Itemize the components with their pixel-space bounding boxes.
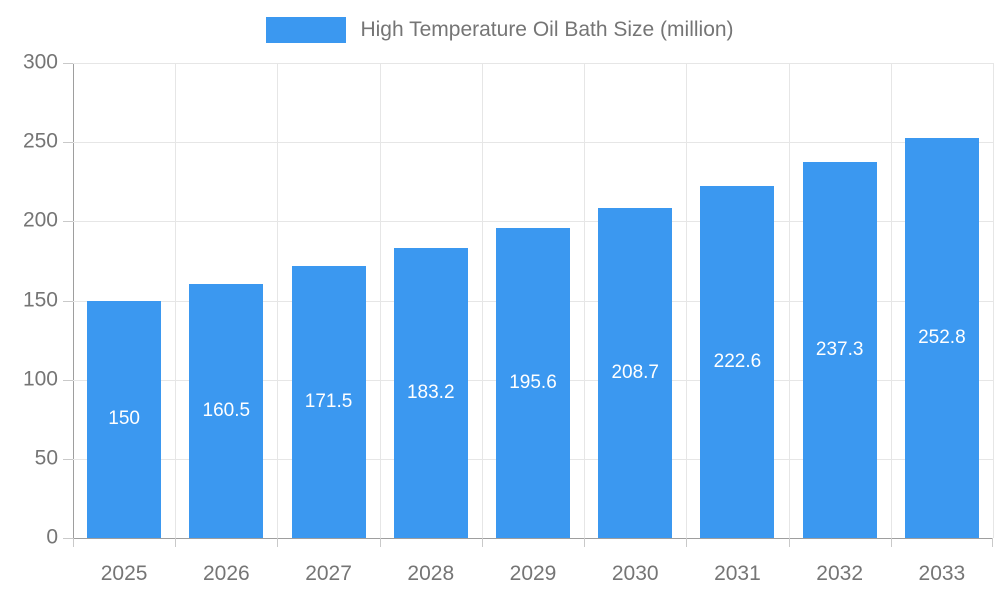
y-axis-tick-label: 300 — [22, 50, 58, 74]
bar-value-label: 237.3 — [815, 339, 864, 361]
x-axis-tick — [992, 538, 993, 547]
gridline-v — [379, 63, 381, 538]
x-axis-tick — [379, 538, 381, 547]
bar: 183.2 — [393, 247, 468, 538]
x-axis-tick-label: 2028 — [407, 562, 455, 585]
bar: 208.7 — [598, 207, 673, 538]
y-axis-tick — [63, 300, 73, 302]
x-axis-tick — [277, 538, 279, 547]
x-axis-tick — [73, 538, 74, 547]
gridline-v — [788, 63, 790, 538]
y-axis-tick-label: 50 — [34, 446, 58, 470]
y-axis-tick — [63, 142, 73, 144]
gridline-v — [890, 63, 892, 538]
y-axis-tick-label: 200 — [22, 208, 58, 232]
bar-value-label: 208.7 — [611, 361, 659, 383]
x-axis-line — [73, 538, 993, 539]
gridline-h — [73, 63, 993, 64]
bar-value-label: 171.5 — [304, 391, 353, 413]
legend-swatch — [266, 17, 347, 43]
x-axis-tick — [890, 538, 892, 547]
x-axis-tick — [788, 538, 790, 547]
x-axis-tick — [175, 538, 177, 547]
y-axis-tick — [63, 458, 73, 460]
gridline-v — [175, 63, 177, 538]
x-axis-tick-label: 2033 — [918, 562, 966, 585]
y-axis-tick-label: 150 — [22, 288, 58, 312]
bar-value-label: 150 — [108, 408, 140, 430]
bar-value-label: 222.6 — [713, 350, 762, 372]
y-axis-tick — [63, 221, 73, 223]
plot-area: 0 50 100 150 200 250 300 150 2025 160.5 2026 171.5 2… — [23, 51, 994, 585]
x-axis-tick-label: 2029 — [509, 562, 557, 585]
bar: 171.5 — [291, 266, 366, 538]
y-axis-tick — [63, 63, 73, 64]
x-axis-tick-label: 2027 — [305, 562, 352, 585]
y-axis-tick-label: 250 — [22, 129, 58, 153]
gridline-h — [73, 142, 993, 144]
bar: 150 — [87, 300, 162, 538]
bar: 222.6 — [700, 185, 775, 538]
y-axis-tick — [63, 379, 73, 381]
x-axis-tick — [584, 538, 586, 547]
gridline-v — [481, 63, 483, 538]
y-axis-tick-label: 0 — [46, 525, 58, 549]
x-axis-tick — [481, 538, 483, 547]
x-axis-tick-label: 2031 — [714, 562, 761, 585]
legend-label: High Temperature Oil Bath Size (million) — [360, 18, 734, 41]
x-axis-tick-label: 2026 — [202, 562, 250, 585]
x-axis-tick-label: 2025 — [100, 562, 148, 585]
bar-value-label: 195.6 — [509, 372, 557, 394]
gridline-h — [73, 221, 993, 223]
gridline-v — [584, 63, 586, 538]
y-axis-tick-label: 100 — [22, 367, 58, 391]
gridline-v — [686, 63, 688, 538]
chart-legend[interactable]: High Temperature Oil Bath Size (million) — [0, 17, 1000, 43]
bar: 237.3 — [802, 162, 877, 538]
bar: 195.6 — [496, 228, 570, 538]
gridline-v — [277, 63, 279, 538]
bar-value-label: 183.2 — [406, 381, 455, 403]
gridline-v — [993, 63, 994, 538]
bar-value-label: 252.8 — [918, 326, 966, 348]
bar-value-label: 160.5 — [202, 399, 251, 421]
bar: 160.5 — [189, 283, 264, 538]
x-axis-tick — [686, 538, 688, 547]
x-axis-tick-label: 2032 — [816, 562, 864, 585]
bar: 252.8 — [904, 137, 979, 538]
x-axis-tick-label: 2030 — [611, 562, 659, 585]
y-axis-tick — [63, 538, 73, 539]
